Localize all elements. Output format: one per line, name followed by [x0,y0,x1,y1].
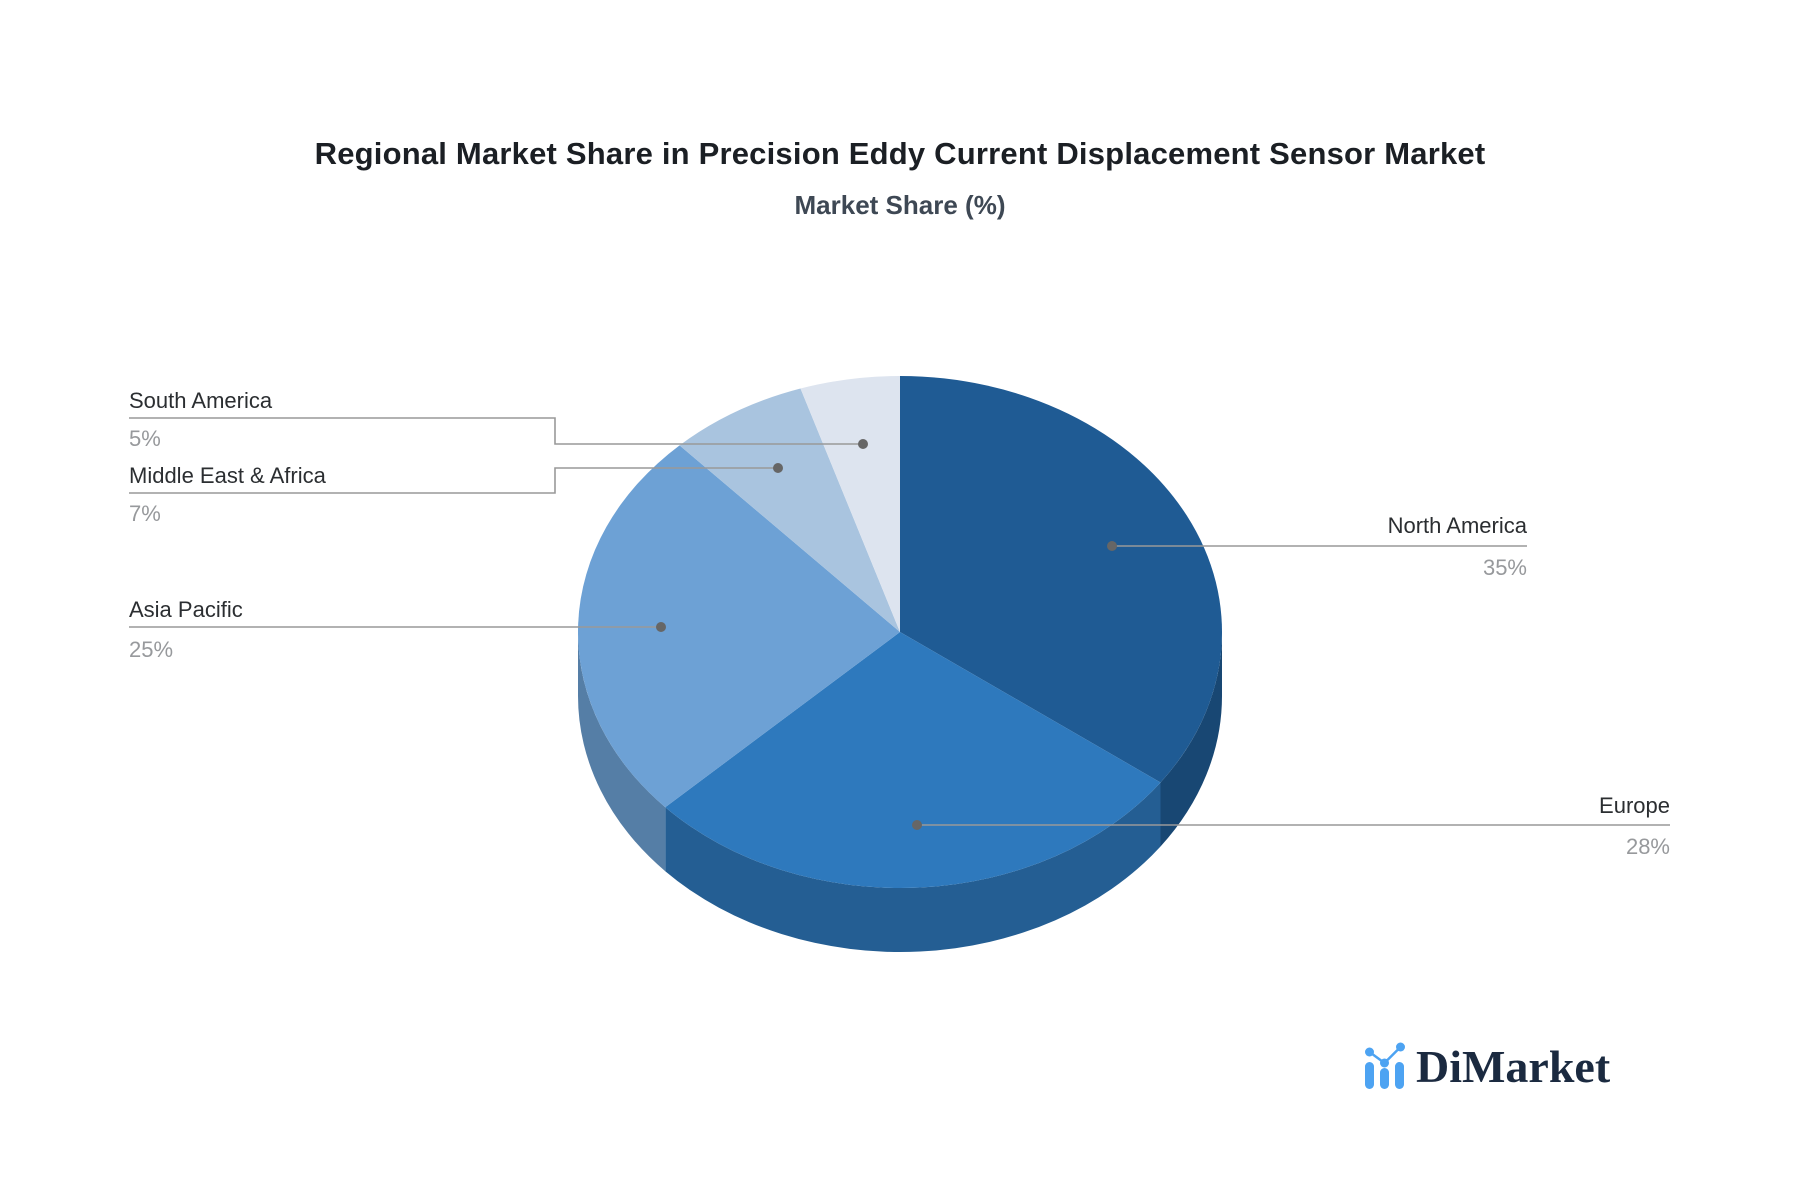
leader-dot-middle-east-africa [773,463,783,473]
pie-slice-south-america[interactable] [800,376,900,632]
leader-dot-north-america [1107,541,1117,551]
pie-slice-middle-east-africa[interactable] [679,388,900,632]
pct-europe: 28% [1625,834,1670,859]
leader-dot-south-america [858,439,868,449]
label-asia-pacific: Asia Pacific [129,597,243,622]
pct-asia-pacific: 25% [129,637,174,662]
leader-line-south-america [129,417,863,445]
pct-north-america: 35% [1482,555,1527,580]
chart-subtitle: Market Share (%) [794,190,1006,220]
pie-slice-side-north-america [1160,632,1222,847]
label-middle-east-africa: Middle East & Africa [129,463,326,488]
pie-slice-asia-pacific[interactable] [577,445,900,808]
pie-slice-side-europe [665,782,1161,952]
logo-line-dots [1365,1042,1405,1068]
dimarket-logo-text: DiMarket [1416,1041,1611,1092]
label-north-america: North America [1387,513,1527,538]
pie-slice-north-america[interactable] [900,376,1222,783]
label-europe: Europe [1599,793,1670,818]
label-south-america: South America [129,388,273,413]
logo-bars [1365,1062,1404,1089]
leader-line-middle-east-africa [129,467,778,494]
dimarket-logo: DiMarket [1360,1030,1660,1100]
page-title: Regional Market Share in Precision Eddy … [314,136,1486,171]
bar-line-chart-icon [1365,1042,1405,1089]
pct-south-america: 5% [129,426,161,451]
leader-dot-asia-pacific [656,622,666,632]
pie-slice-side-asia-pacific [578,632,666,872]
leader-dot-europe [912,820,922,830]
pie-slice-europe[interactable] [665,632,1161,888]
pct-middle-east-africa: 7% [129,501,161,526]
